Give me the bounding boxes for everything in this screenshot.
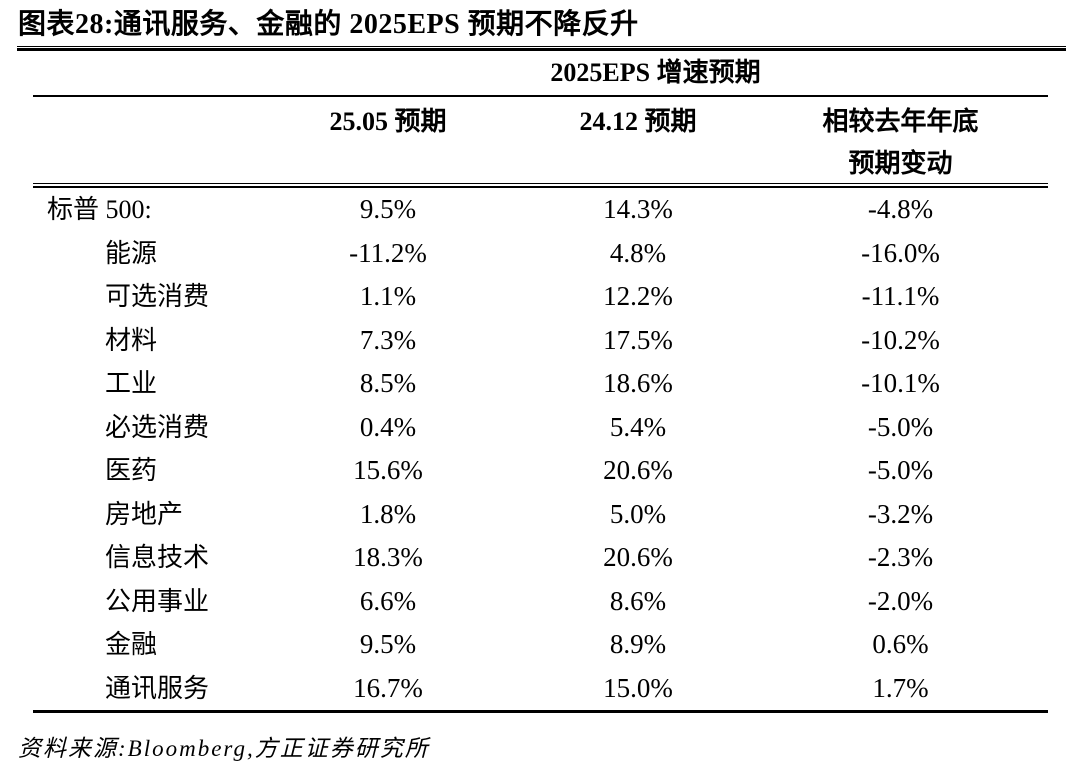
table-cell: -4.8% [867, 194, 934, 224]
row-label: 房地产 [105, 499, 184, 529]
table-cell: 5.0% [609, 498, 667, 529]
table-cell: 18.3% [353, 542, 423, 572]
table-cell: 7.3% [359, 324, 417, 355]
row-label: 公用事业 [105, 586, 210, 616]
empty-header-cell [33, 97, 263, 185]
table-row: 能源 -11.2% 4.8% -16.0% [33, 232, 1048, 276]
column-header-2505: 25.05 预期 [329, 107, 447, 136]
table-cell: -3.2% [867, 498, 934, 529]
row-label: 必选消费 [105, 412, 210, 442]
table-row: 通讯服务 16.7% 15.0% 1.7% [33, 667, 1048, 711]
row-label: 医药 [105, 456, 158, 485]
table-cell: -2.3% [867, 542, 934, 572]
table-cell: -11.2% [349, 237, 427, 268]
group-header: 2025EPS 增速预期 [550, 58, 761, 87]
table-cell: 16.7% [353, 672, 423, 703]
row-label: 材料 [105, 325, 158, 355]
table-row: 医药 15.6% 20.6% -5.0% [33, 449, 1048, 493]
table-cell: 12.2% [603, 281, 673, 311]
table-cell: 5.4% [609, 411, 667, 442]
table-cell: 4.8% [609, 237, 667, 268]
table-cell: 1.7% [872, 672, 929, 703]
figure-source: 资料来源:Bloomberg,方正证券研究所 [18, 736, 430, 761]
table-cell: 6.6% [359, 585, 417, 616]
table-row: 房地产 1.8% 5.0% -3.2% [33, 493, 1048, 537]
table-cell: -10.2% [861, 324, 940, 355]
table-cell: 1.8% [359, 498, 417, 529]
row-label: 金融 [105, 630, 158, 659]
column-header-2412: 24.12 预期 [579, 107, 697, 136]
header-rule [33, 95, 1048, 97]
table-cell: 14.3% [603, 194, 673, 224]
table-cell: 8.5% [359, 368, 417, 398]
table-cell: -2.0% [867, 585, 934, 616]
row-label: 信息技术 [105, 543, 210, 572]
table-bottom-rule [33, 710, 1048, 713]
figure-title: 图表28:通讯服务、金融的 2025EPS 预期不降反升 [18, 9, 639, 40]
table-cell: 9.5% [359, 194, 417, 224]
table-row: 信息技术 18.3% 20.6% -2.3% [33, 536, 1048, 580]
table-row: 金融 9.5% 8.9% 0.6% [33, 623, 1048, 667]
table-row: 标普 500: 9.5% 14.3% -4.8% [33, 188, 1048, 232]
subheader-rule [33, 183, 1048, 188]
row-label: 标普 500: [47, 195, 152, 224]
table-group-header-row: 2025EPS 增速预期 [33, 51, 1048, 95]
table-cell: 18.6% [603, 368, 673, 398]
table-row: 公用事业 6.6% 8.6% -2.0% [33, 580, 1048, 624]
table-row: 必选消费 0.4% 5.4% -5.0% [33, 406, 1048, 450]
table-cell: 0.6% [872, 629, 929, 659]
table-cell: 0.4% [359, 411, 417, 442]
table-cell: 20.6% [603, 455, 673, 485]
eps-table: 2025EPS 增速预期 25.05 预期 24.12 预期 相较去年年底 预期… [33, 51, 1048, 713]
table-cell: -5.0% [867, 411, 934, 442]
table-row: 材料 7.3% 17.5% -10.2% [33, 319, 1048, 363]
table-cell: 20.6% [603, 542, 673, 572]
table-column-header-row: 25.05 预期 24.12 预期 相较去年年底 预期变动 [33, 97, 1048, 183]
title-rule [17, 46, 1066, 51]
table-cell: 15.6% [353, 455, 423, 485]
table-cell: 8.6% [609, 585, 667, 616]
table-cell: 8.9% [609, 629, 667, 659]
column-header-change: 相较去年年底 预期变动 [822, 107, 979, 178]
row-label: 可选消费 [105, 282, 210, 311]
row-label: 工业 [105, 369, 158, 398]
table-cell: 1.1% [359, 281, 417, 311]
table-cell: 17.5% [603, 324, 673, 355]
empty-corner-cell [33, 51, 263, 95]
table-row: 可选消费 1.1% 12.2% -11.1% [33, 275, 1048, 319]
row-label: 能源 [105, 238, 158, 268]
table-cell: -11.1% [861, 281, 940, 311]
table-row: 工业 8.5% 18.6% -10.1% [33, 362, 1048, 406]
table-cell: -5.0% [867, 455, 934, 485]
table-cell: 15.0% [603, 672, 673, 703]
table-cell: -16.0% [861, 237, 940, 268]
table-cell: 9.5% [359, 629, 417, 659]
row-label: 通讯服务 [105, 673, 210, 703]
table-cell: -10.1% [861, 368, 940, 398]
